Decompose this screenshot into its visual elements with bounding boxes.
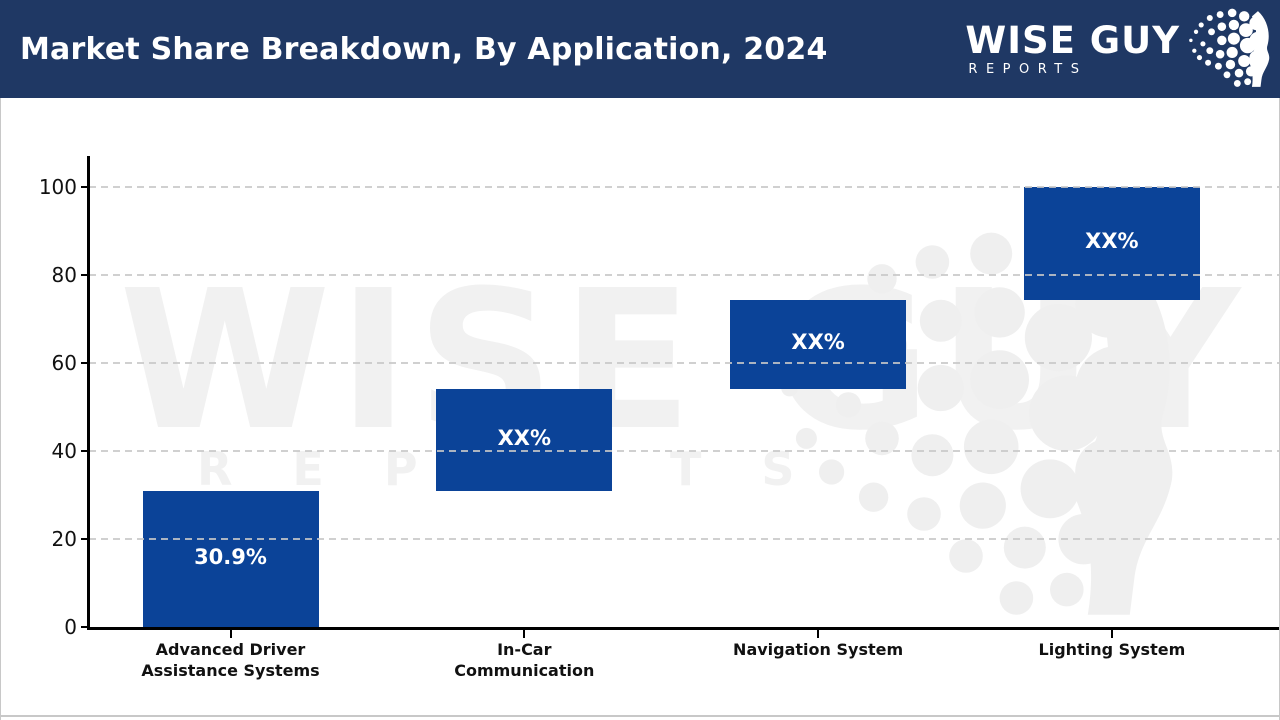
wise-guy-logo: WISE GUY REPORTS [965, 6, 1270, 92]
chart-panel: WISE GUY REPORTS 02040608010030.9%Advanc… [0, 98, 1280, 720]
logo-text: WISE GUY REPORTS [965, 22, 1180, 76]
y-tick-label-60: 60 [51, 350, 77, 375]
bar-1 [436, 388, 613, 491]
gridline-60 [89, 361, 1279, 364]
category-label-2: Navigation System [733, 640, 904, 659]
y-tick-40 [81, 449, 89, 452]
bar-value-label-3: XX% [1085, 229, 1139, 254]
y-tick-60 [81, 361, 89, 364]
gridline-20 [89, 537, 1279, 540]
logo-face-icon [1184, 6, 1270, 92]
x-axis-line [89, 627, 1279, 630]
bar-0 [142, 490, 319, 627]
bottom-divider [1, 715, 1279, 717]
x-tick-0 [229, 630, 232, 638]
gridline-40 [89, 449, 1279, 452]
gridline-100 [89, 185, 1279, 188]
bar-value-label-1: XX% [497, 425, 552, 450]
y-tick-label-40: 40 [51, 438, 77, 463]
y-tick-label-0: 0 [64, 615, 77, 639]
logo-tagline: REPORTS [968, 62, 1088, 77]
y-tick-label-80: 80 [51, 262, 77, 287]
y-tick-label-100: 100 [38, 174, 77, 199]
bar-2 [730, 299, 907, 389]
bar-3 [1023, 186, 1200, 300]
category-label-1: In-Car Communication [454, 640, 595, 680]
category-label-0: Advanced Driver Assistance Systems [141, 640, 320, 680]
y-tick-80 [81, 273, 89, 276]
y-tick-label-20: 20 [51, 526, 77, 551]
page-title: Market Share Breakdown, By Application, … [20, 31, 828, 67]
gridline-80 [89, 273, 1279, 276]
bar-value-label-2: XX% [791, 330, 845, 355]
category-label-3: Lighting System [1038, 640, 1186, 659]
x-tick-1 [523, 630, 526, 638]
y-axis-line [87, 156, 90, 630]
y-tick-100 [81, 185, 89, 188]
y-tick-0 [81, 626, 89, 628]
x-tick-2 [817, 630, 820, 638]
bar-value-label-0: 30.9% [194, 544, 267, 569]
logo-name: WISE GUY [965, 19, 1180, 62]
header-bar: Market Share Breakdown, By Application, … [0, 0, 1280, 98]
y-tick-20 [81, 537, 89, 540]
x-tick-3 [1110, 630, 1113, 638]
